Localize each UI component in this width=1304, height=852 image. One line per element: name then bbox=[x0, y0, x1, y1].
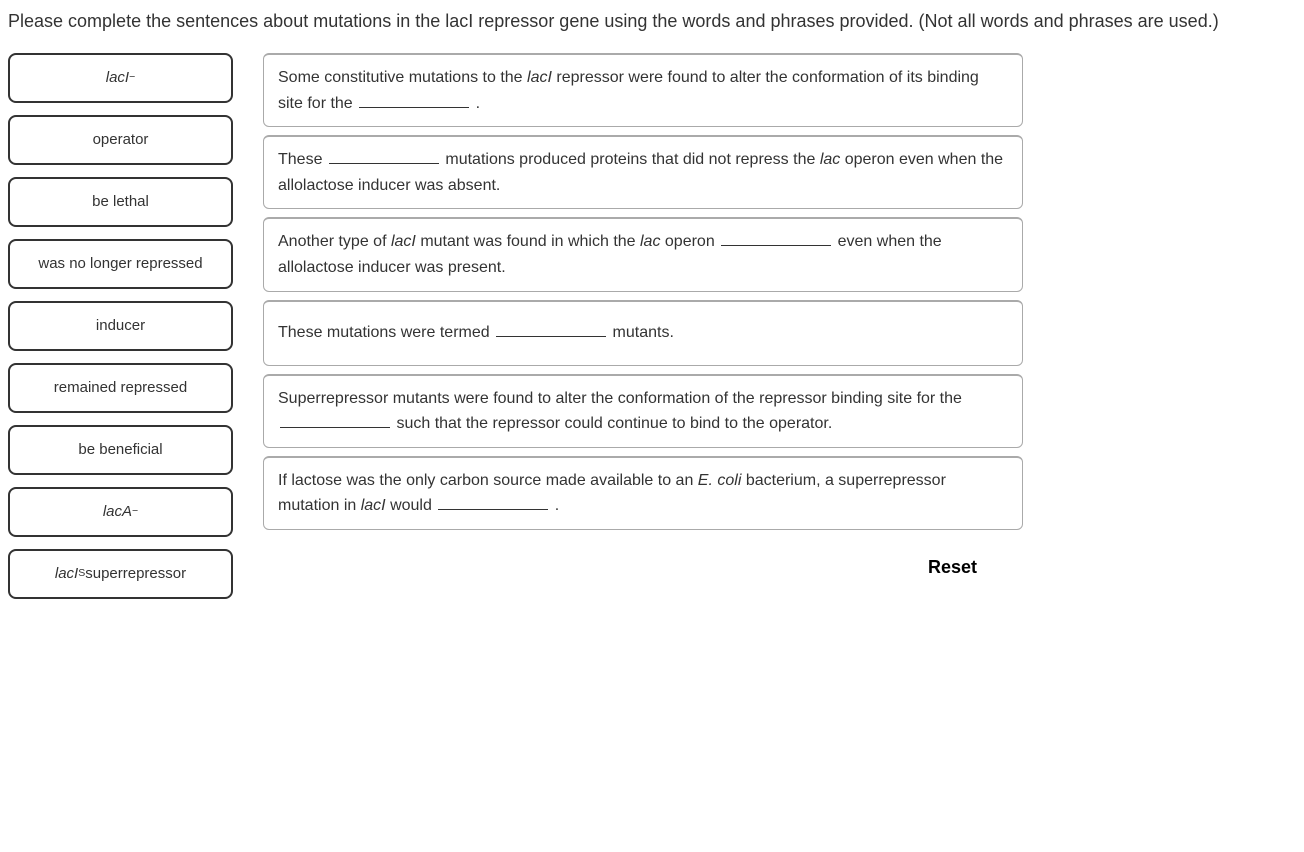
sentence-4-text: These mutations were termed mutants. bbox=[278, 320, 674, 346]
sentence-3-text: Another type of lacI mutant was found in… bbox=[278, 229, 1008, 280]
sentence-6[interactable]: If lactose was the only carbon source ma… bbox=[263, 456, 1023, 530]
reset-button[interactable]: Reset bbox=[922, 556, 983, 579]
sentence-1-text: Some constitutive mutations to the lacI … bbox=[278, 65, 1008, 116]
reset-row: Reset bbox=[263, 556, 1023, 579]
word-item-laci-minus[interactable]: lacI− bbox=[8, 53, 233, 103]
word-item-was-no-longer-repressed[interactable]: was no longer repressed bbox=[8, 239, 233, 289]
sentence-5-text: Superrepressor mutants were found to alt… bbox=[278, 386, 1008, 437]
word-item-laca-minus[interactable]: lacA− bbox=[8, 487, 233, 537]
sentence-6-text: If lactose was the only carbon source ma… bbox=[278, 468, 1008, 519]
question-text: Please complete the sentences about muta… bbox=[8, 8, 1296, 35]
content-row: lacI− operator be lethal was no longer r… bbox=[8, 53, 1296, 599]
sentence-3[interactable]: Another type of lacI mutant was found in… bbox=[263, 217, 1023, 291]
sentence-2-text: These mutations produced proteins that d… bbox=[278, 147, 1008, 198]
word-bank: lacI− operator be lethal was no longer r… bbox=[8, 53, 233, 599]
word-item-be-lethal[interactable]: be lethal bbox=[8, 177, 233, 227]
word-item-lacis-superrepressor[interactable]: lacIS superrepressor bbox=[8, 549, 233, 599]
sentence-column: Some constitutive mutations to the lacI … bbox=[263, 53, 1023, 579]
word-item-inducer[interactable]: inducer bbox=[8, 301, 233, 351]
sentence-5[interactable]: Superrepressor mutants were found to alt… bbox=[263, 374, 1023, 448]
word-item-be-beneficial[interactable]: be beneficial bbox=[8, 425, 233, 475]
sentence-1[interactable]: Some constitutive mutations to the lacI … bbox=[263, 53, 1023, 127]
sentence-4[interactable]: These mutations were termed mutants. bbox=[263, 300, 1023, 366]
word-item-remained-repressed[interactable]: remained repressed bbox=[8, 363, 233, 413]
sentence-2[interactable]: These mutations produced proteins that d… bbox=[263, 135, 1023, 209]
word-item-operator[interactable]: operator bbox=[8, 115, 233, 165]
